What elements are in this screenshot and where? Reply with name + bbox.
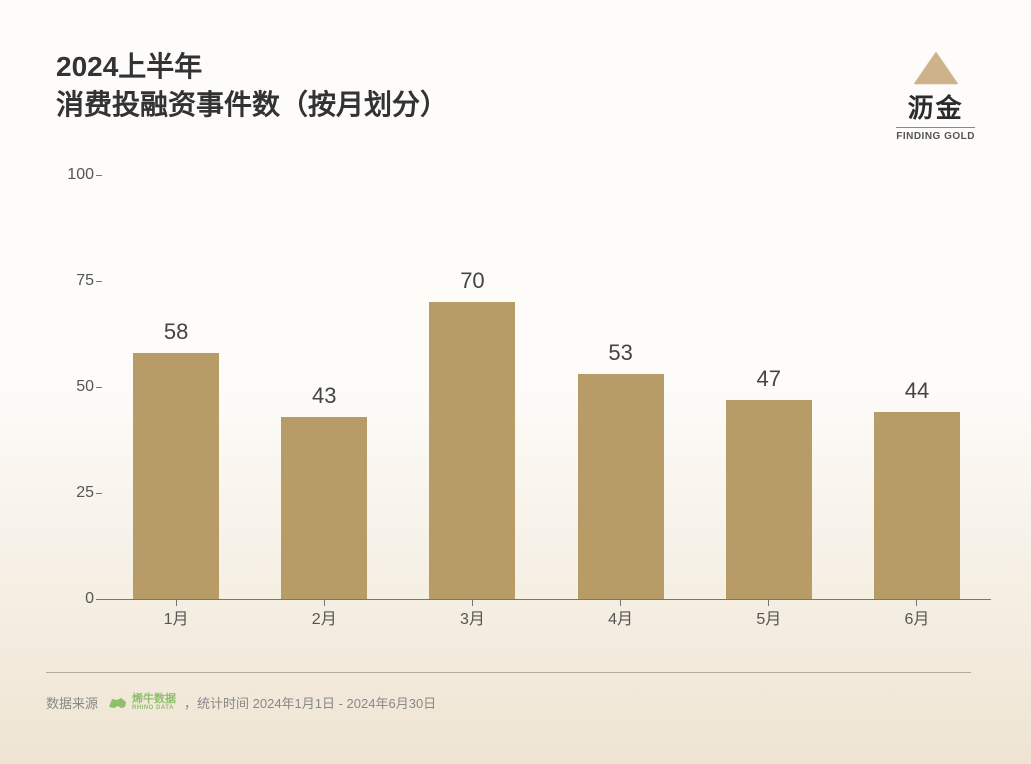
x-tick-mark — [916, 599, 917, 606]
bar — [874, 412, 960, 599]
rhino-cn: 烯牛数据 — [132, 694, 176, 705]
bar — [578, 374, 664, 599]
footer: 数据来源 烯牛数据 RHINO DATA ，统计时间 2024年1月1日 - 2… — [46, 672, 971, 712]
x-tick-label: 6月 — [904, 605, 929, 629]
logo-divider — [896, 127, 975, 128]
bar — [133, 353, 219, 599]
y-tick-mark — [96, 599, 102, 600]
bars-container: 581月432月703月534月475月446月 — [102, 175, 991, 599]
x-tick-label: 1月 — [164, 605, 189, 629]
period-text: ，统计时间 2024年1月1日 - 2024年6月30日 — [184, 693, 436, 712]
logo-triangle-icon — [908, 52, 964, 86]
x-tick-mark — [472, 599, 473, 606]
bar-slot: 703月 — [398, 175, 546, 599]
x-tick-label: 2月 — [312, 605, 337, 629]
bar-slot: 446月 — [843, 175, 991, 599]
source-label: 数据来源 — [46, 693, 98, 712]
bar-value-label: 44 — [905, 378, 929, 404]
x-tick-mark — [324, 599, 325, 606]
brand-logo: 沥金 FINDING GOLD — [896, 52, 975, 142]
x-tick-mark — [620, 599, 621, 606]
x-tick-label: 4月 — [608, 605, 633, 629]
title-block: 2024上半年 消费投融资事件数（按月划分） — [56, 48, 448, 124]
bar — [281, 417, 367, 599]
footer-divider — [46, 672, 971, 673]
logo-text-cn: 沥金 — [908, 88, 964, 125]
rhino-en: RHINO DATA — [132, 705, 176, 711]
title-line-2: 消费投融资事件数（按月划分） — [56, 86, 448, 124]
x-tick-label: 5月 — [756, 605, 781, 629]
rhino-icon — [106, 695, 128, 711]
rhino-data-logo: 烯牛数据 RHINO DATA — [106, 694, 176, 711]
plot-area: 0255075100 581月432月703月534月475月446月 — [102, 175, 991, 600]
y-tick-label: 25 — [60, 484, 94, 502]
header: 2024上半年 消费投融资事件数（按月划分） 沥金 FINDING GOLD — [0, 0, 1031, 142]
bar-slot: 432月 — [250, 175, 398, 599]
chart-card: 2024上半年 消费投融资事件数（按月划分） 沥金 FINDING GOLD 0… — [0, 0, 1031, 764]
title-line-1: 2024上半年 — [56, 48, 448, 86]
logo-text-en: FINDING GOLD — [896, 131, 975, 142]
bar — [429, 302, 515, 599]
bar-value-label: 70 — [460, 268, 484, 294]
footer-text-row: 数据来源 烯牛数据 RHINO DATA ，统计时间 2024年1月1日 - 2… — [46, 693, 971, 712]
bar-slot: 534月 — [547, 175, 695, 599]
bar-value-label: 47 — [757, 366, 781, 392]
bar-slot: 581月 — [102, 175, 250, 599]
bar-value-label: 58 — [164, 319, 188, 345]
x-tick-mark — [768, 599, 769, 606]
bar-chart: 0255075100 581月432月703月534月475月446月 — [60, 175, 991, 640]
x-tick-label: 3月 — [460, 605, 485, 629]
bar-value-label: 43 — [312, 383, 336, 409]
bar-value-label: 53 — [608, 340, 632, 366]
bar-slot: 475月 — [695, 175, 843, 599]
y-tick-label: 75 — [60, 272, 94, 290]
y-tick-label: 50 — [60, 378, 94, 396]
x-tick-mark — [176, 599, 177, 606]
y-tick-label: 0 — [60, 590, 94, 608]
y-tick-label: 100 — [60, 166, 94, 184]
bar — [726, 400, 812, 599]
